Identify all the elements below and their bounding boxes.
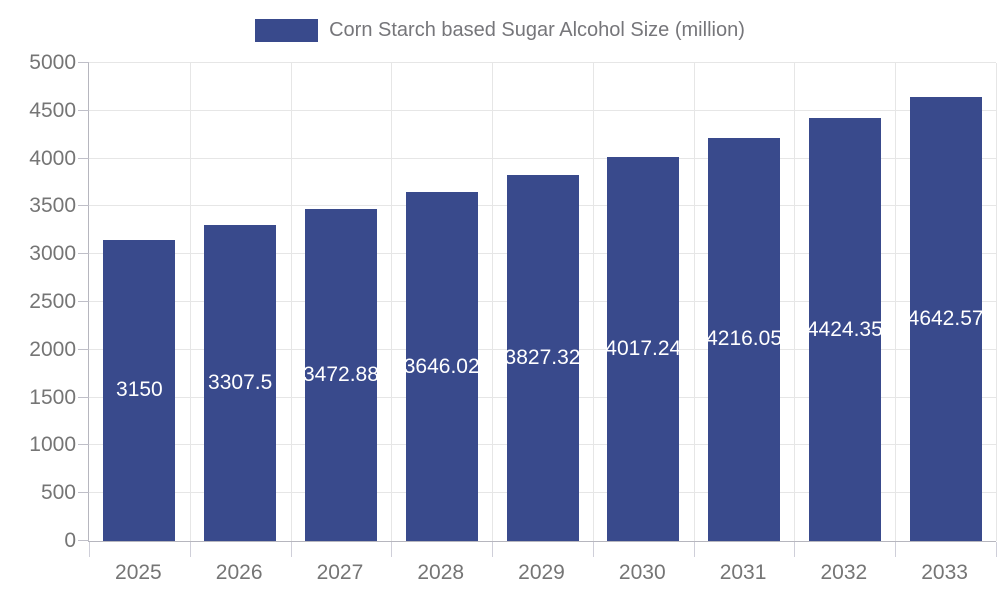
v-gridline [895,63,897,541]
x-tick-mark [492,542,494,557]
y-tick-mark [78,253,89,255]
y-axis-label: 500 [40,481,76,505]
x-tick-mark [189,542,191,557]
y-tick-mark [78,540,89,541]
y-tick-mark [78,157,89,159]
y-tick-mark [78,62,89,63]
bar-value-label: 4424.35 [806,317,883,341]
x-tick-mark [794,542,796,557]
plot-area: 3150 3307.5 3472.88 3646.02 3827.32 4017.24 42… [78,62,997,557]
x-axis-label: 2025 [115,561,162,584]
bar-value-label: 4216.05 [706,327,783,351]
x-axis-label: 2027 [316,561,364,584]
bar [607,156,680,541]
h-gridline [89,62,996,63]
y-axis-label: 3500 [29,194,76,218]
x-tick-mark [592,542,594,557]
x-tick-mark [996,542,997,557]
bar [708,137,781,541]
x-axis-label: 2028 [417,561,465,584]
bar [405,192,478,541]
v-gridline [189,63,191,541]
y-axis-label: 5000 [29,51,76,74]
x-tick-mark [290,542,292,557]
v-gridline [693,63,695,541]
x-axis-label: 2031 [719,561,767,584]
bar-value-label: 3646.02 [403,354,480,378]
x-axis-label: 2030 [618,561,666,584]
v-gridline [794,63,796,541]
x-tick-mark [391,542,393,557]
bar-value-label: 3472.88 [302,363,379,386]
y-tick-mark [78,492,89,494]
y-tick-mark [78,301,89,302]
bar [304,209,377,541]
bar [204,224,277,541]
v-gridline [492,63,494,541]
y-axis-label: 1500 [29,385,76,409]
legend-label: Corn Starch based Sugar Alcohol Size (mi… [329,18,745,41]
y-tick-mark [78,348,89,350]
h-gridline [89,109,996,111]
y-axis-label: 2500 [29,290,76,313]
x-tick-mark [693,542,695,557]
y-tick-mark [78,444,89,446]
bar-value-label: 4642.57 [907,307,984,331]
bar [909,97,982,541]
legend-swatch [255,18,319,42]
x-tick-mark [895,542,897,557]
v-gridline [391,63,393,541]
y-axis-label: 2000 [29,337,76,361]
chart-legend[interactable]: Corn Starch based Sugar Alcohol Size (mi… [0,17,1000,43]
x-axis-label: 2026 [215,561,263,584]
v-gridline [996,63,997,541]
x-tick-mark [89,542,90,557]
y-tick-mark [78,396,89,398]
v-gridline [290,63,292,541]
x-axis-label: 2032 [820,561,868,584]
y-axis-label: 3000 [29,242,76,266]
bar-value-label: 3307.5 [208,370,273,394]
y-tick-mark [78,109,89,111]
h-gridline [89,157,996,159]
x-axis-label: 2033 [921,561,968,584]
bar-value-label: 3827.32 [504,346,581,370]
y-axis-label: 0 [64,529,76,552]
y-axis-label: 4500 [29,98,76,122]
y-axis-label: 4000 [29,146,76,170]
bar-value-label: 3150 [116,378,163,402]
y-axis-label: 1000 [29,433,76,457]
x-axis-label: 2029 [518,561,565,584]
y-tick-mark [78,205,89,207]
bar [506,175,579,541]
v-gridline [592,63,594,541]
bar-value-label: 4017.24 [605,336,682,360]
bar [808,118,881,541]
bar [103,239,176,541]
